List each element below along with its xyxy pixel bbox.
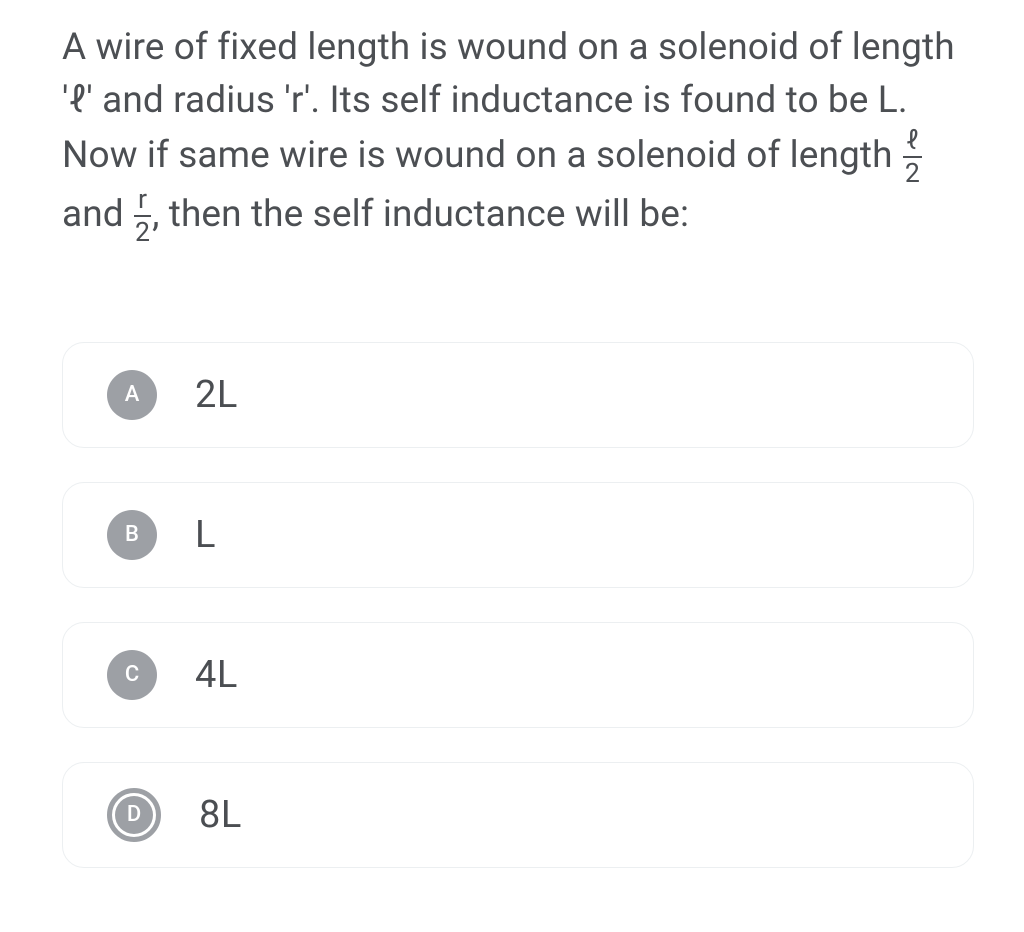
option-letter-c: C: [125, 662, 139, 687]
option-letter-b: B: [125, 522, 139, 547]
option-badge-b: B: [107, 510, 157, 560]
option-a[interactable]: A 2L: [62, 342, 974, 448]
option-text-b: L: [195, 513, 216, 557]
frac1-num: ℓ: [903, 127, 922, 156]
frac2-num: r: [134, 186, 151, 215]
option-d[interactable]: D 8L: [62, 762, 974, 868]
q-ell: ℓ: [69, 79, 87, 122]
option-text-d: 8L: [199, 793, 242, 837]
option-c[interactable]: C 4L: [62, 622, 974, 728]
fraction-l-over-2: ℓ2: [903, 127, 922, 186]
option-badge-c: C: [107, 650, 157, 700]
frac2-den: 2: [134, 215, 151, 246]
option-letter-d: D: [127, 802, 141, 827]
option-badge-d-inner: D: [115, 796, 153, 834]
q-part5: , then the self inductance will be:: [152, 193, 689, 236]
fraction-r-over-2: r2: [134, 186, 151, 245]
option-badge-a: A: [107, 370, 157, 420]
q-r: r: [291, 79, 304, 122]
options-list: A 2L B L C 4L D 8L: [62, 342, 984, 868]
option-letter-a: A: [125, 382, 140, 407]
q-part4: and: [62, 193, 133, 236]
question-text: A wire of fixed length is wound on a sol…: [62, 22, 984, 246]
option-text-c: 4L: [195, 653, 238, 697]
q-part2: ' and radius ': [86, 79, 291, 122]
option-b[interactable]: B L: [62, 482, 974, 588]
frac1-den: 2: [903, 156, 922, 187]
option-badge-d: D: [107, 788, 161, 842]
option-text-a: 2L: [195, 373, 238, 417]
